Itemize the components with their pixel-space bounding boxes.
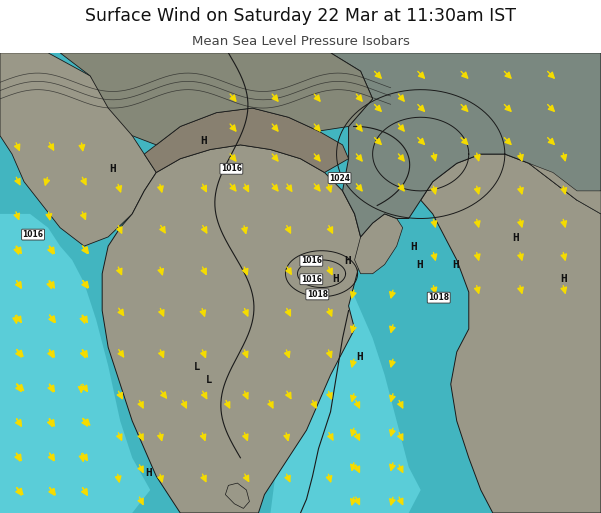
Text: Surface Wind on Saturday 22 Mar at 11:30am IST: Surface Wind on Saturday 22 Mar at 11:30… <box>85 7 516 25</box>
Text: H: H <box>200 136 207 146</box>
Polygon shape <box>355 214 403 274</box>
Polygon shape <box>331 53 601 237</box>
Polygon shape <box>144 108 349 172</box>
Text: 1024: 1024 <box>329 173 350 183</box>
Text: H: H <box>560 274 567 284</box>
Polygon shape <box>102 145 361 513</box>
Text: 1016: 1016 <box>23 230 43 239</box>
Text: 1016: 1016 <box>301 275 322 284</box>
Polygon shape <box>421 154 601 513</box>
Polygon shape <box>270 274 421 513</box>
Polygon shape <box>0 53 156 246</box>
Polygon shape <box>529 163 601 214</box>
Text: 1016: 1016 <box>301 256 322 265</box>
Polygon shape <box>225 483 249 508</box>
Text: H: H <box>356 352 363 363</box>
Text: L: L <box>206 376 212 385</box>
Text: H: H <box>145 467 153 478</box>
Text: H: H <box>332 274 339 284</box>
Text: Mean Sea Level Pressure Isobars: Mean Sea Level Pressure Isobars <box>192 35 409 48</box>
Text: H: H <box>512 233 519 243</box>
Text: H: H <box>410 242 417 252</box>
Text: H: H <box>452 261 459 270</box>
Text: 1018: 1018 <box>307 290 328 299</box>
Text: 1016: 1016 <box>221 164 242 173</box>
Text: H: H <box>109 164 117 174</box>
Text: H: H <box>344 256 351 266</box>
Text: H: H <box>416 261 423 270</box>
Polygon shape <box>60 53 373 145</box>
Text: 1018: 1018 <box>428 293 450 302</box>
Polygon shape <box>0 214 150 513</box>
Text: L: L <box>194 362 200 372</box>
